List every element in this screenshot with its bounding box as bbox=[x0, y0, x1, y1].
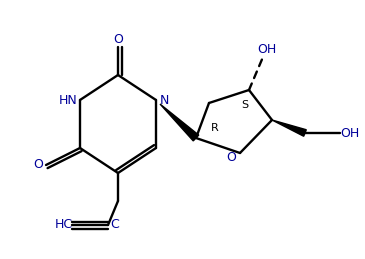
Text: OH: OH bbox=[341, 126, 360, 140]
Text: C: C bbox=[111, 219, 119, 232]
Text: O: O bbox=[226, 150, 236, 163]
Polygon shape bbox=[272, 120, 306, 136]
Text: OH: OH bbox=[257, 42, 277, 55]
Text: O: O bbox=[33, 159, 43, 171]
Polygon shape bbox=[160, 104, 199, 141]
Text: N: N bbox=[159, 93, 169, 106]
Text: R: R bbox=[211, 123, 219, 133]
Text: HN: HN bbox=[59, 93, 77, 106]
Text: O: O bbox=[113, 32, 123, 46]
Text: S: S bbox=[241, 100, 249, 110]
Text: HC: HC bbox=[55, 219, 73, 232]
